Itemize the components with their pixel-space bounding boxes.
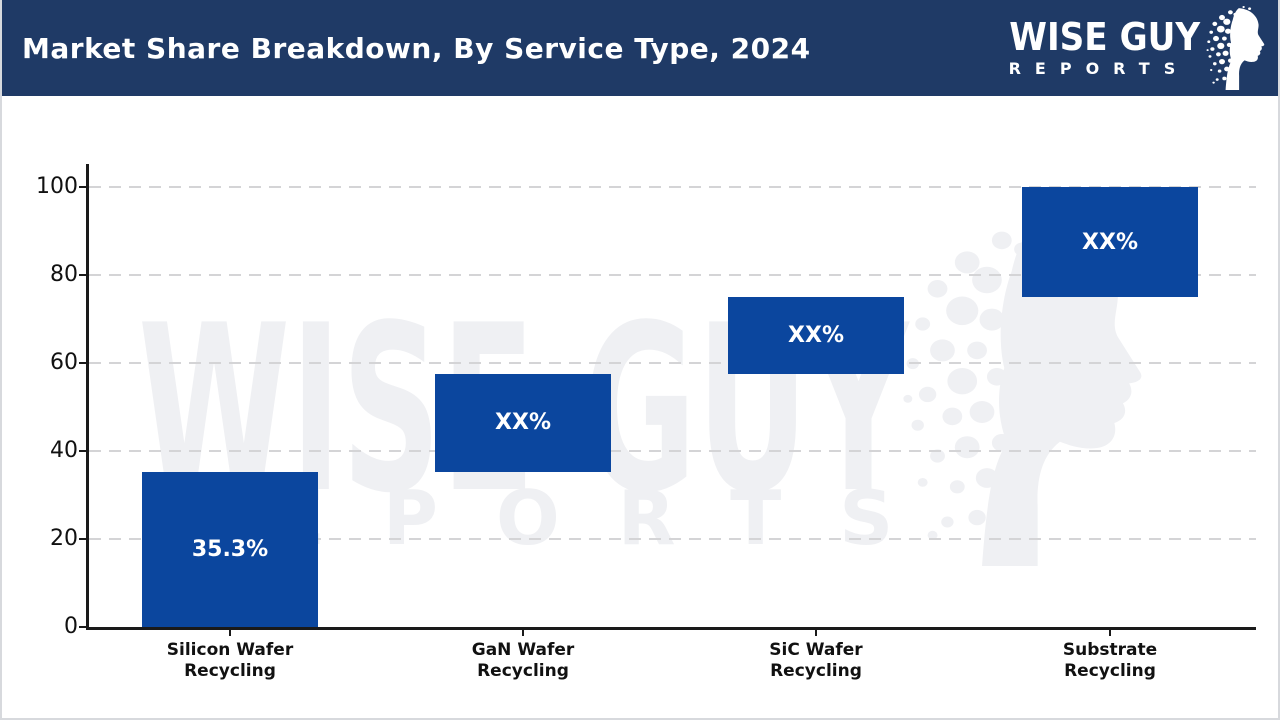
y-axis-line <box>86 164 89 629</box>
y-tick-mark <box>79 362 87 364</box>
gridline <box>89 450 1256 452</box>
category-label: SiC Wafer Recycling <box>769 640 863 681</box>
y-tick-label: 80 <box>50 262 78 287</box>
bar-value-label: 35.3% <box>191 536 269 562</box>
y-tick-label: 20 <box>50 526 78 551</box>
logo-text: WISE GUY REPORTS <box>988 18 1200 78</box>
gridline <box>89 362 1256 364</box>
logo-subtitle: REPORTS <box>1008 59 1190 78</box>
logo-wordmark: WISE GUY <box>1009 15 1200 59</box>
waterfall-bar: XX% <box>728 297 904 374</box>
gridline <box>89 186 1256 188</box>
wiseguy-logo: WISE GUY REPORTS <box>988 0 1270 96</box>
x-tick-mark <box>815 629 817 636</box>
waterfall-bar: XX% <box>1022 187 1198 297</box>
y-tick-label: 0 <box>64 614 78 639</box>
category-label: Substrate Recycling <box>1062 640 1158 681</box>
y-tick-mark <box>79 274 87 276</box>
y-tick-mark <box>79 186 87 188</box>
y-tick-label: 40 <box>50 438 78 463</box>
y-tick-label: 60 <box>50 350 78 375</box>
waterfall-bar: 35.3% <box>142 471 318 627</box>
bar-value-label: XX% <box>788 323 844 348</box>
y-tick-mark <box>79 626 87 628</box>
header-bar: Market Share Breakdown, By Service Type,… <box>0 0 1280 96</box>
bar-value-label: XX% <box>1082 229 1138 255</box>
x-tick-mark <box>1109 629 1111 636</box>
y-tick-mark <box>79 450 87 452</box>
face-profile-icon <box>1204 6 1270 90</box>
category-label: Silicon Wafer Recycling <box>166 640 294 681</box>
x-tick-mark <box>522 629 524 636</box>
y-tick-label: 100 <box>36 174 78 199</box>
chart-title: Market Share Breakdown, By Service Type,… <box>22 31 811 65</box>
x-tick-mark <box>229 629 231 636</box>
bar-value-label: XX% <box>495 410 551 436</box>
gridline <box>89 538 1256 540</box>
x-axis-line <box>86 627 1256 630</box>
gridline <box>89 274 1256 276</box>
category-label: GaN Wafer Recycling <box>471 640 575 681</box>
waterfall-bar: XX% <box>435 374 611 472</box>
y-tick-mark <box>79 538 87 540</box>
